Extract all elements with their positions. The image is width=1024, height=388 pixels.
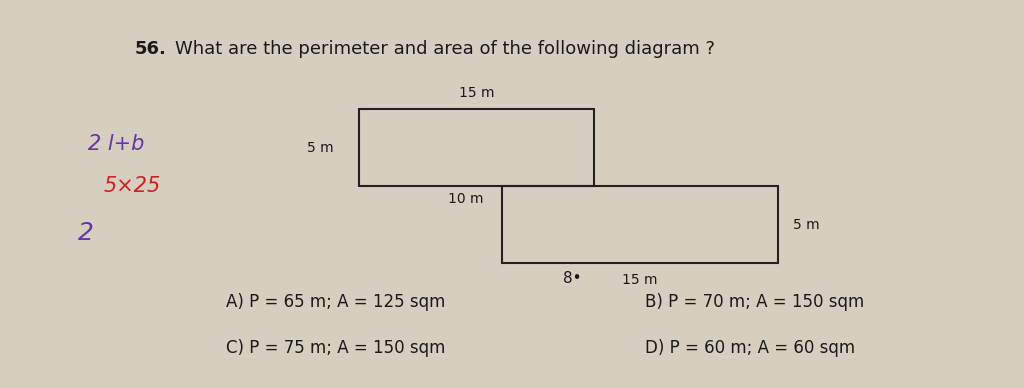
Text: D) P = 60 m; A = 60 sqm: D) P = 60 m; A = 60 sqm [645,339,855,357]
Text: A) P = 65 m; A = 125 sqm: A) P = 65 m; A = 125 sqm [226,293,445,311]
Text: B) P = 70 m; A = 150 sqm: B) P = 70 m; A = 150 sqm [645,293,864,311]
Text: 15 m: 15 m [459,86,494,100]
Text: 5 m: 5 m [306,141,333,155]
Text: C) P = 75 m; A = 150 sqm: C) P = 75 m; A = 150 sqm [226,339,445,357]
Text: What are the perimeter and area of the following diagram ?: What are the perimeter and area of the f… [175,40,715,58]
Text: 5×25: 5×25 [103,176,161,196]
Text: 10 m: 10 m [449,192,483,206]
Bar [358,109,594,186]
Text: 56.: 56. [134,40,166,58]
Text: 2: 2 [78,220,94,244]
Text: 15 m: 15 m [622,273,657,287]
Bar [502,186,777,263]
Text: 2 l+b: 2 l+b [88,134,144,154]
Text: 5 m: 5 m [793,218,819,232]
Text: 8•: 8• [563,271,582,286]
